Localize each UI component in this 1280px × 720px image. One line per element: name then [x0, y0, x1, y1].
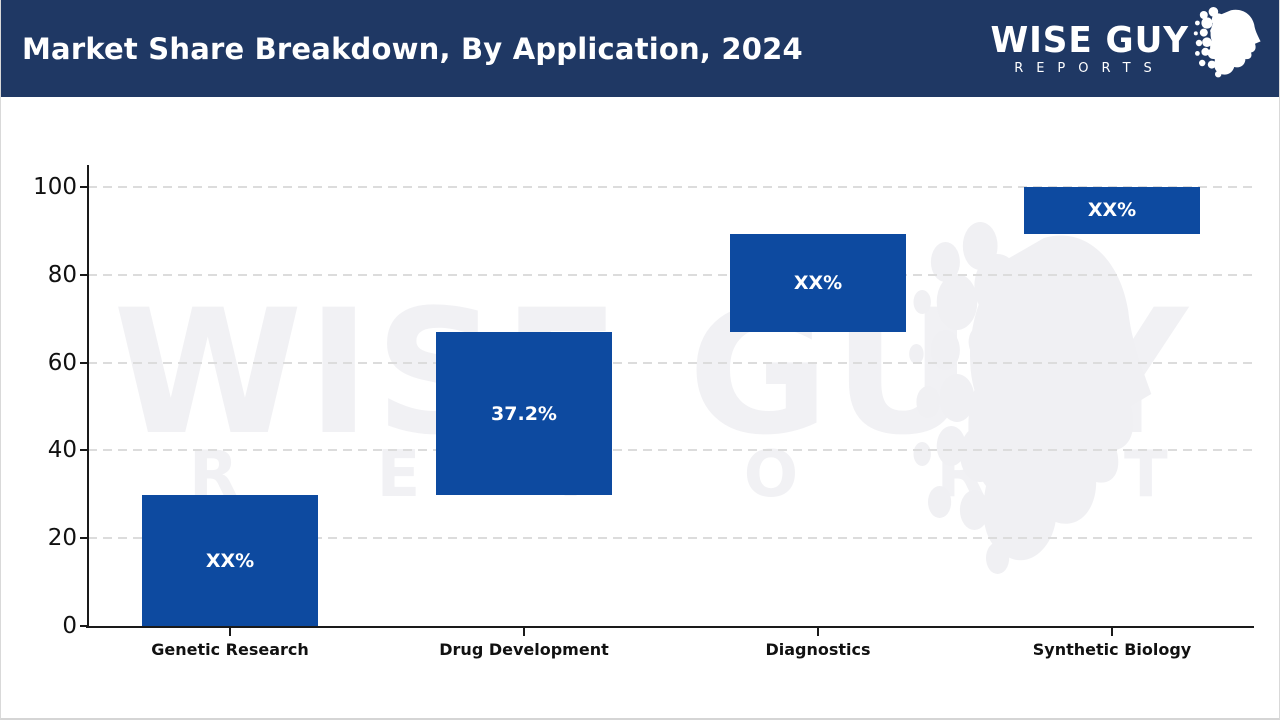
- y-tick-label: 0: [62, 613, 77, 639]
- y-tick-mark: [80, 273, 88, 276]
- brand-name: WISE GUY: [990, 19, 1189, 61]
- y-tick-label: 60: [47, 349, 77, 376]
- bar-value-label: XX%: [205, 549, 255, 572]
- y-tick-label: 20: [47, 525, 77, 552]
- bar-drug-development: 37.2%: [436, 331, 612, 496]
- brand-wordmark: WISE GUY REPORTS: [980, 19, 1189, 76]
- x-tick-label: Drug Development: [439, 640, 609, 659]
- app-header: Market Share Breakdown, By Application, …: [1, 0, 1279, 97]
- x-tick-mark: [817, 628, 819, 636]
- y-tick-mark: [80, 186, 88, 188]
- x-tick-label: Diagnostics: [765, 640, 871, 659]
- bar-value-label: XX%: [793, 271, 843, 294]
- x-tick-mark: [523, 628, 525, 636]
- y-tick-mark: [80, 625, 88, 627]
- gridline-100: [88, 186, 1254, 188]
- y-tick-mark: [80, 449, 88, 452]
- gridline-60: [88, 361, 1254, 364]
- bar-value-label: 37.2%: [491, 402, 557, 425]
- y-tick-label: 80: [47, 261, 77, 288]
- y-axis: [87, 165, 89, 628]
- y-tick-mark: [80, 361, 88, 364]
- x-tick-mark: [1111, 628, 1113, 636]
- page-title: Market Share Breakdown, By Application, …: [22, 31, 803, 66]
- wiseguy-face-icon: [1191, 4, 1271, 94]
- bar-diagnostics: XX%: [730, 233, 906, 332]
- x-tick-label: Synthetic Biology: [1032, 640, 1192, 659]
- brand-subname: REPORTS: [1014, 60, 1165, 76]
- gridline-40: [88, 449, 1254, 452]
- x-tick-mark: [229, 628, 231, 636]
- watermark-face-icon: [899, 222, 1189, 626]
- y-tick-label: 40: [47, 437, 77, 464]
- bar-genetic-research: XX%: [142, 495, 318, 626]
- gridline-20: [88, 537, 1254, 540]
- brand-logo: WISE GUY REPORTS: [980, 4, 1279, 94]
- y-tick-label: 100: [33, 174, 77, 200]
- x-tick-label: Genetic Research: [151, 640, 309, 659]
- x-axis: [86, 626, 1254, 628]
- bar-value-label: XX%: [1087, 199, 1137, 222]
- bar-synthetic-biology: XX%: [1024, 187, 1200, 234]
- gridline-80: [88, 273, 1254, 276]
- y-tick-mark: [80, 537, 88, 540]
